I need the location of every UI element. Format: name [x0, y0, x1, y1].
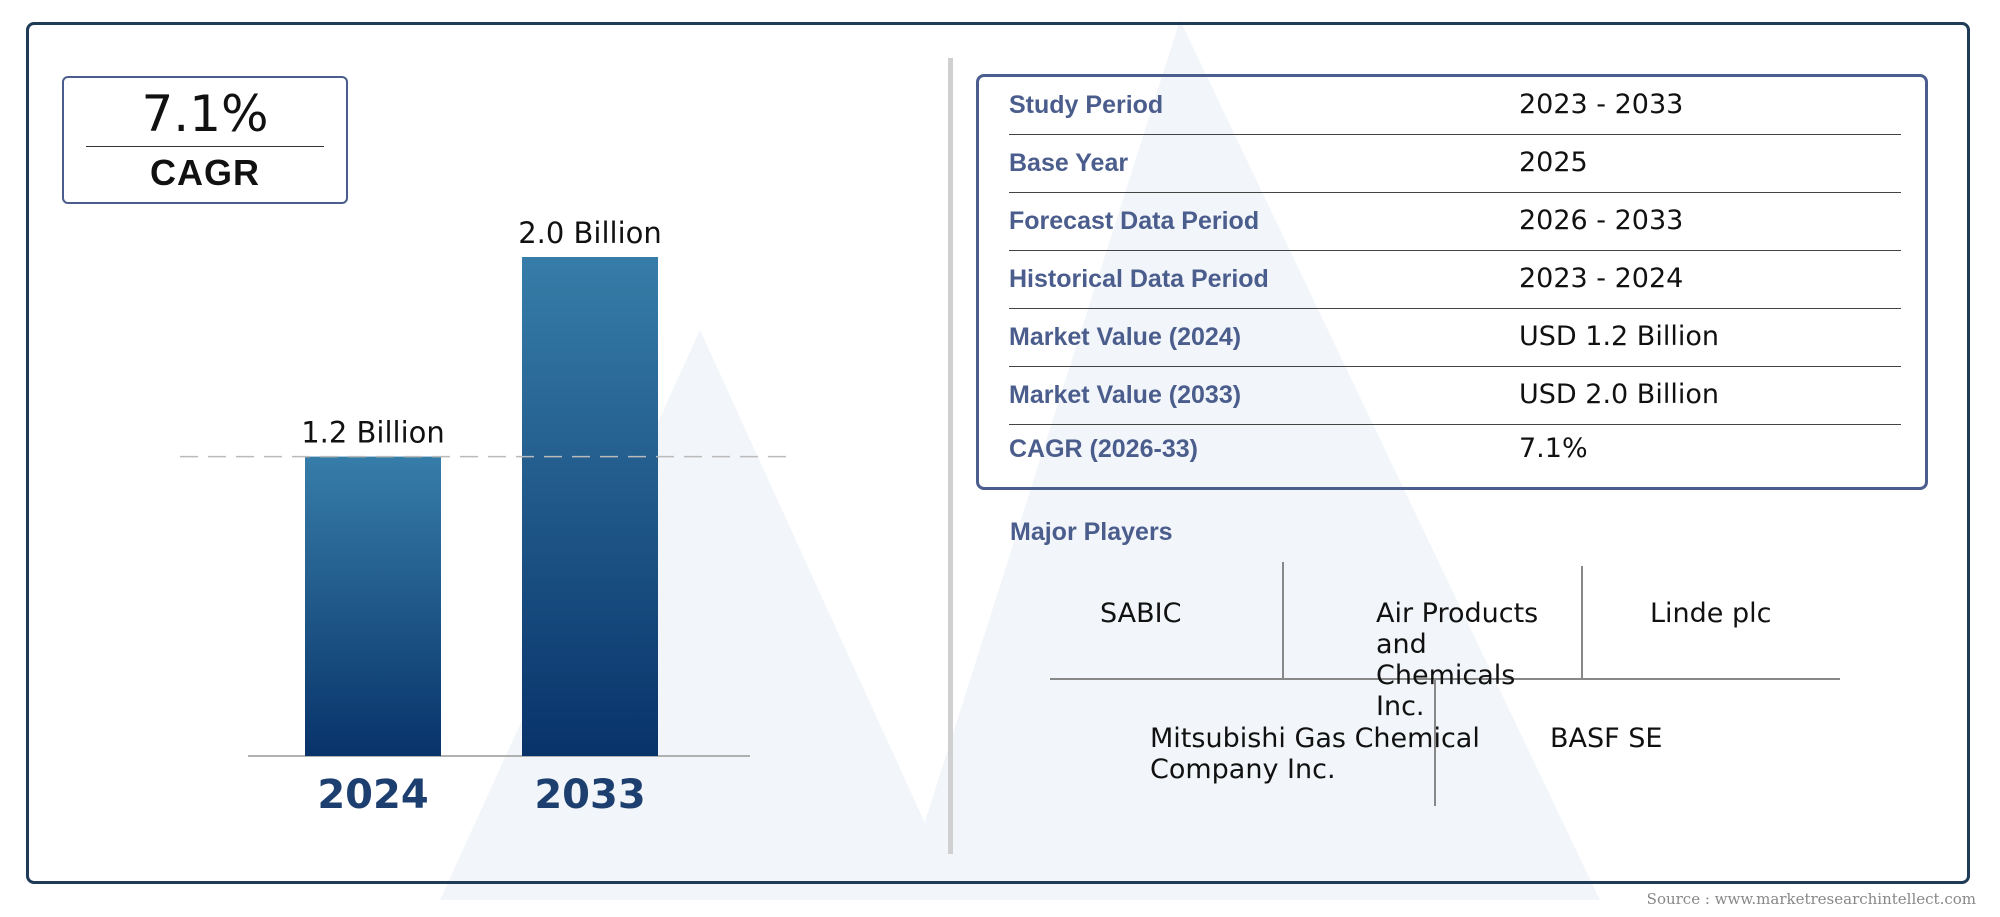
player-divider [1581, 566, 1583, 678]
major-players-title: Major Players [1010, 518, 1173, 546]
cagr-divider [86, 146, 324, 147]
bar-data-label: 1.2 Billion [301, 416, 445, 450]
row-label: Market Value (2033) [1009, 381, 1242, 409]
card-frame [26, 22, 1970, 884]
x-tick-label: 2033 [534, 772, 645, 818]
row-label: Historical Data Period [1009, 265, 1269, 293]
cagr-value: 7.1% [141, 85, 269, 143]
player-name: Air Products and Chemicals Inc. [1376, 598, 1539, 722]
player-name: Linde plc [1650, 598, 1772, 629]
row-value: USD 2.0 Billion [1519, 379, 1719, 410]
source-credit: Source : www.marketresearchintellect.com [1646, 890, 1976, 908]
player-divider [1434, 678, 1436, 806]
bar-data-label: 2.0 Billion [518, 216, 662, 250]
player-name: BASF SE [1550, 723, 1663, 754]
cagr-badge: 7.1% CAGR [62, 76, 348, 204]
table-row: Study Period 2023 - 2033 [1009, 77, 1901, 135]
row-value: 2023 - 2024 [1519, 263, 1684, 294]
row-value: 2023 - 2033 [1519, 89, 1684, 120]
table-row: Market Value (2033) USD 2.0 Billion [1009, 367, 1901, 425]
row-label: Base Year [1009, 149, 1129, 177]
row-divider [1009, 192, 1901, 193]
bar-chart: 1.2 Billion 2024 2.0 Billion 2033 [180, 216, 790, 818]
player-divider [1282, 562, 1284, 678]
table-row: Market Value (2024) USD 1.2 Billion [1009, 309, 1901, 367]
table-row: CAGR (2026-33) 7.1% [1009, 421, 1901, 479]
row-label: CAGR (2026-33) [1009, 435, 1198, 463]
bar [305, 456, 441, 756]
table-row: Historical Data Period 2023 - 2024 [1009, 251, 1901, 309]
section-divider [948, 58, 953, 854]
row-divider [1009, 308, 1901, 309]
table-row: Base Year 2025 [1009, 135, 1901, 193]
row-divider [1009, 250, 1901, 251]
row-label: Forecast Data Period [1009, 207, 1260, 235]
player-name: Mitsubishi Gas Chemical Company Inc. [1150, 723, 1480, 785]
row-value: USD 1.2 Billion [1519, 321, 1719, 352]
table-row: Forecast Data Period 2026 - 2033 [1009, 193, 1901, 251]
x-tick-label: 2024 [317, 772, 428, 818]
row-divider [1009, 366, 1901, 367]
row-divider [1009, 424, 1901, 425]
player-divider [1050, 678, 1840, 680]
row-value: 7.1% [1519, 433, 1588, 464]
row-value: 2026 - 2033 [1519, 205, 1684, 236]
row-divider [1009, 134, 1901, 135]
bar [522, 257, 658, 756]
row-label: Market Value (2024) [1009, 323, 1242, 351]
market-info-table: Study Period 2023 - 2033 Base Year 2025 … [976, 74, 1928, 490]
row-label: Study Period [1009, 91, 1164, 119]
player-name: SABIC [1100, 598, 1182, 629]
cagr-label: CAGR [150, 152, 260, 193]
row-value: 2025 [1519, 147, 1588, 178]
